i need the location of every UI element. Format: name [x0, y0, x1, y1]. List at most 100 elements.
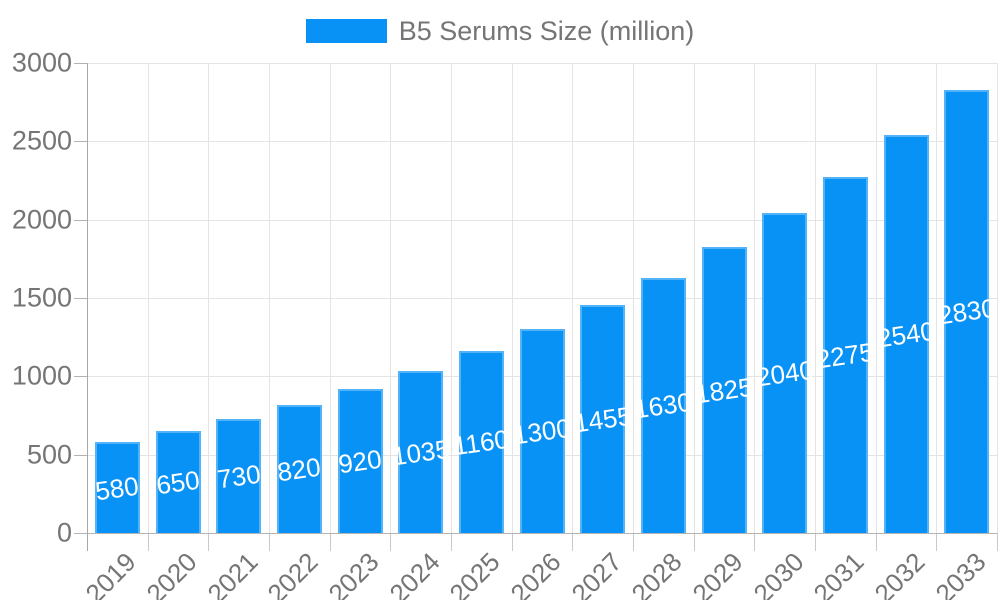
bar-value-label: 730: [215, 458, 263, 495]
x-axis-tick: [390, 533, 392, 551]
y-axis-tick: [74, 63, 87, 64]
bar-value-label: 1300: [511, 412, 573, 451]
h-gridline: [87, 298, 997, 299]
y-axis-tick-label: 2000: [11, 204, 72, 235]
x-axis-tick: [693, 533, 695, 551]
bar-value-label: 1825: [693, 371, 755, 410]
x-axis-tick-label: 2022: [262, 546, 325, 600]
v-gridline: [997, 63, 998, 533]
x-axis-tick: [875, 533, 877, 551]
y-axis-tick: [74, 141, 87, 143]
x-axis-tick: [572, 533, 574, 551]
v-gridline: [875, 63, 877, 533]
v-gridline: [451, 63, 452, 533]
h-gridline: [87, 219, 997, 221]
x-axis-tick: [147, 533, 149, 551]
x-axis-tick: [754, 533, 756, 551]
h-gridline: [87, 63, 997, 64]
bar-value-label: 1455: [571, 400, 634, 439]
v-gridline: [572, 63, 574, 533]
x-axis-tick-label: 2021: [201, 546, 264, 600]
v-gridline: [936, 63, 938, 533]
y-axis-tick-label: 500: [26, 439, 72, 470]
bar-value-label: 820: [275, 451, 323, 488]
x-axis-tick-label: 2028: [626, 546, 689, 600]
bar[interactable]: 1630: [633, 277, 694, 533]
bar-value-label: 2275: [814, 336, 876, 375]
x-axis-tick-label: 2029: [686, 546, 749, 600]
y-axis-tick: [74, 376, 87, 378]
x-axis-tick-label: 2032: [868, 546, 931, 600]
y-axis-tick-label: 2500: [11, 125, 72, 156]
legend-label: B5 Serums Size (million): [398, 15, 695, 46]
v-gridline: [147, 63, 149, 533]
v-gridline: [633, 63, 634, 533]
h-gridline: [74, 533, 997, 534]
bar[interactable]: 580: [93, 442, 141, 533]
x-axis-tick: [511, 533, 513, 551]
y-axis-tick-label: 1500: [11, 282, 72, 313]
bar-value-label: 1035: [389, 433, 452, 472]
v-gridline: [269, 63, 270, 533]
x-axis-tick: [997, 533, 998, 551]
bar[interactable]: 730: [215, 418, 263, 533]
bar[interactable]: 1825: [693, 247, 755, 533]
x-axis-tick-label: 2030: [747, 546, 810, 600]
bar[interactable]: 1160: [451, 351, 511, 533]
bar[interactable]: 2040: [754, 213, 815, 533]
x-axis-tick: [329, 533, 331, 551]
x-axis-tick-label: 2019: [80, 546, 143, 600]
x-axis-tick-label: 2031: [808, 546, 871, 600]
v-gridline: [390, 63, 392, 533]
legend: B5 Serums Size (million): [0, 15, 1000, 47]
y-axis-line: [87, 63, 88, 551]
bar[interactable]: 1035: [390, 370, 451, 533]
bar-value-label: 1630: [632, 386, 694, 425]
v-gridline: [511, 63, 513, 533]
bar-value-label: 920: [336, 443, 384, 480]
x-axis-tick: [633, 533, 634, 551]
y-axis-tick: [74, 298, 87, 299]
bar-value-label: 2040: [753, 354, 816, 393]
y-axis-tick-label: 3000: [11, 47, 72, 78]
x-axis-tick-label: 2024: [383, 546, 446, 600]
y-axis-tick-label: 0: [56, 517, 72, 548]
x-axis-tick-label: 2020: [140, 546, 203, 600]
bar-value-label: 1160: [451, 423, 512, 462]
y-axis-tick: [74, 219, 87, 221]
x-axis-tick: [208, 533, 210, 551]
bar[interactable]: 2830: [936, 89, 997, 533]
v-gridline: [693, 63, 695, 533]
x-axis-tick-label: 2026: [504, 546, 567, 600]
v-gridline: [815, 63, 816, 533]
bar[interactable]: 820: [275, 404, 323, 533]
bar[interactable]: 1300: [511, 329, 573, 533]
y-axis-tick-label: 1000: [11, 360, 72, 391]
v-gridline: [754, 63, 756, 533]
x-axis-tick-label: 2023: [322, 546, 385, 600]
x-axis-tick-label: 2025: [444, 546, 507, 600]
x-axis-tick-label: 2033: [929, 546, 992, 600]
x-axis-tick: [815, 533, 816, 551]
y-axis-tick: [74, 454, 87, 456]
h-gridline: [87, 141, 997, 143]
legend-swatch: [305, 19, 387, 43]
bar-value-label: 580: [93, 470, 141, 506]
x-axis-tick: [269, 533, 270, 551]
x-axis-tick: [451, 533, 452, 551]
legend-item[interactable]: B5 Serums Size (million): [305, 15, 695, 47]
bar-value-label: 2540: [875, 315, 937, 354]
bar-value-label: 650: [154, 464, 202, 501]
bar[interactable]: 2275: [815, 176, 876, 533]
v-gridline: [208, 63, 210, 533]
bar[interactable]: 650: [154, 431, 202, 533]
bar[interactable]: 1455: [572, 305, 633, 533]
x-axis-tick: [936, 533, 938, 551]
x-axis-tick-label: 2027: [565, 546, 628, 600]
plot-area: 0 500 1000 1500 2000 2500 3000 580 650 730 820 920 1…: [12, 48, 998, 600]
bar[interactable]: 920: [336, 388, 384, 533]
v-gridline: [329, 63, 331, 533]
bar[interactable]: 2540: [875, 135, 937, 533]
bar-value-label: 2830: [935, 292, 998, 331]
